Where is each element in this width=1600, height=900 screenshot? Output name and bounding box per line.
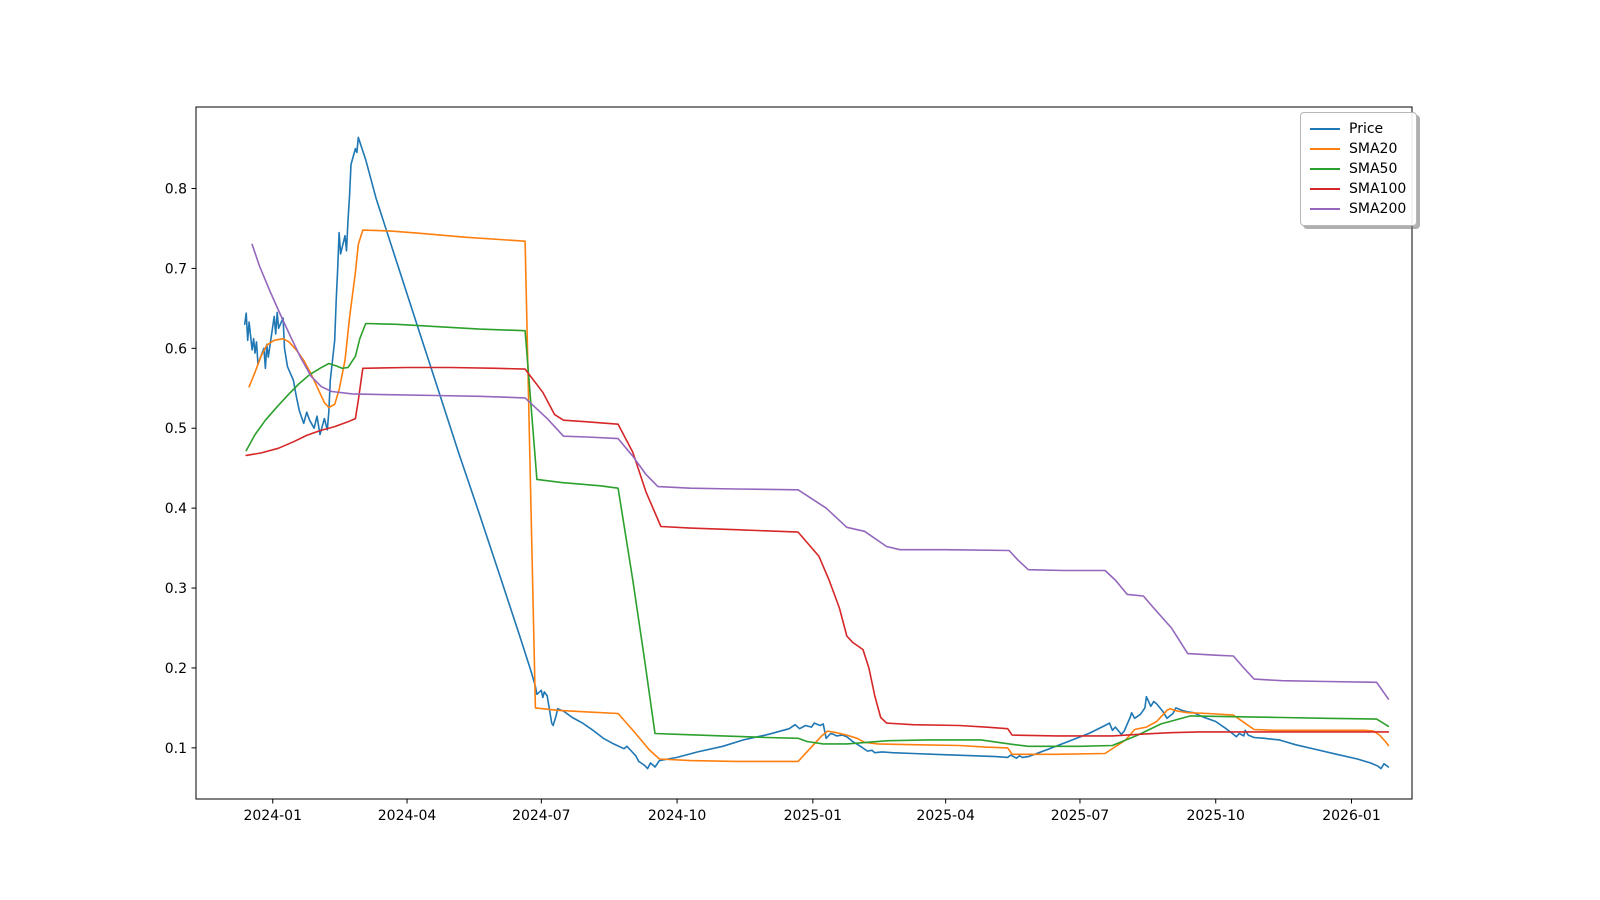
x-tick-label-2025-07: 2025-07 <box>1051 808 1110 824</box>
legend: Price SMA20 SMA50 SMA100 SMA200 <box>1300 112 1418 226</box>
legend-entry-sma200: SMA200 <box>1310 199 1406 219</box>
legend-entry-sma100: SMA100 <box>1310 179 1406 199</box>
legend-swatch-sma200 <box>1310 208 1340 210</box>
series-line-price <box>243 136 1390 770</box>
y-tick-label-0.6: 0.6 <box>165 341 187 357</box>
plot-border <box>195 106 1413 800</box>
legend-entry-sma50: SMA50 <box>1310 159 1406 179</box>
x-tick-label-2024-01: 2024-01 <box>243 808 302 824</box>
y-tick-label-0.5: 0.5 <box>165 421 187 437</box>
x-tick-label-2025-01: 2025-01 <box>784 808 843 824</box>
legend-swatch-sma50 <box>1310 168 1340 170</box>
x-tick-label-2025-04: 2025-04 <box>916 808 975 824</box>
legend-label: Price <box>1349 121 1384 137</box>
legend-label: SMA50 <box>1349 161 1398 177</box>
legend-swatch-sma20 <box>1310 148 1340 150</box>
y-tick-label-0.8: 0.8 <box>165 182 187 198</box>
legend-entry-sma20: SMA20 <box>1310 139 1406 159</box>
x-tick-label-2026-01: 2026-01 <box>1322 808 1381 824</box>
x-tick-label-2024-10: 2024-10 <box>648 808 707 824</box>
legend-label: SMA100 <box>1349 181 1407 197</box>
series-line-sma100 <box>245 366 1390 737</box>
x-tick-label-2024-07: 2024-07 <box>512 808 571 824</box>
x-tick-label-2024-04: 2024-04 <box>378 808 437 824</box>
legend-label: SMA20 <box>1349 141 1398 157</box>
series-line-sma50 <box>245 322 1390 748</box>
y-tick-label-0.4: 0.4 <box>165 501 187 517</box>
y-tick-label-0.1: 0.1 <box>165 741 187 757</box>
legend-swatch-price <box>1310 128 1340 130</box>
series-line-sma20 <box>248 229 1390 763</box>
legend-swatch-sma100 <box>1310 188 1340 190</box>
x-tick-label-2025-10: 2025-10 <box>1186 808 1245 824</box>
y-tick-label-0.7: 0.7 <box>165 261 187 277</box>
y-tick-label-0.2: 0.2 <box>165 661 187 677</box>
legend-label: SMA200 <box>1349 201 1407 217</box>
y-tick-label-0.3: 0.3 <box>165 581 187 597</box>
legend-entry-price: Price <box>1310 119 1406 139</box>
series-line-sma200 <box>251 243 1390 700</box>
